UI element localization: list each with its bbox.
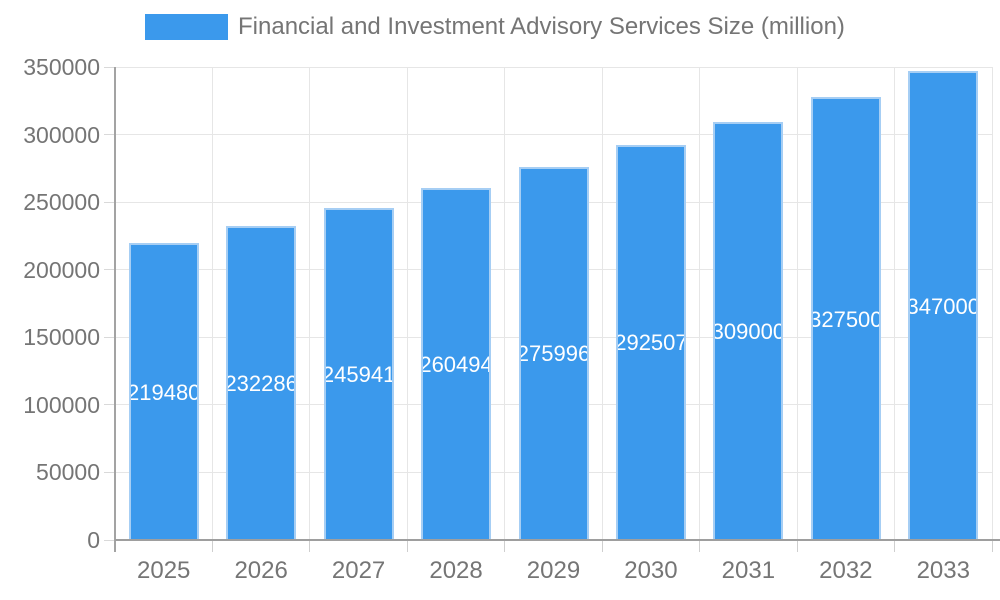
bar-value-label: 327500: [810, 306, 881, 332]
y-axis-label: 250000: [23, 189, 100, 216]
gridline-vertical: [309, 67, 311, 540]
bar[interactable]: 260494: [421, 187, 492, 540]
y-axis-tick: [104, 201, 115, 203]
legend[interactable]: Financial and Investment Advisory Servic…: [145, 13, 845, 41]
gridline-horizontal: [115, 134, 992, 136]
x-axis-tick: [504, 540, 506, 552]
x-axis-label: 2025: [137, 557, 191, 584]
y-axis-label: 300000: [23, 121, 100, 148]
bar-value-label: 260494: [421, 351, 492, 377]
x-axis-tick: [406, 540, 408, 552]
bar[interactable]: 232286: [226, 226, 297, 540]
bar-value-label: 245941: [323, 361, 394, 387]
x-axis-tick: [309, 540, 311, 552]
bar-value-label: 232286: [226, 371, 297, 397]
x-axis-tick: [601, 540, 603, 552]
y-axis-label: 100000: [23, 391, 100, 418]
y-axis-label: 50000: [36, 459, 100, 486]
gridline-vertical: [406, 67, 408, 540]
x-axis-tick: [991, 540, 993, 552]
bar[interactable]: 245941: [323, 207, 394, 540]
y-axis-tick: [104, 471, 115, 473]
x-axis-line: [115, 539, 1000, 541]
gridline-vertical: [504, 67, 506, 540]
x-axis-tick: [796, 540, 798, 552]
gridline-vertical: [601, 67, 603, 540]
x-axis-tick: [699, 540, 701, 552]
y-axis-label: 150000: [23, 324, 100, 351]
gridline-vertical: [211, 67, 213, 540]
bar-value-label: 292507: [615, 330, 686, 356]
bar[interactable]: 292507: [615, 144, 686, 540]
x-axis-label: 2027: [331, 557, 386, 584]
x-axis-tick: [894, 540, 896, 552]
legend-swatch[interactable]: [145, 14, 228, 40]
x-axis-label: 2026: [234, 557, 288, 584]
y-axis-tick: [104, 269, 115, 271]
gridline-vertical: [991, 67, 993, 540]
x-axis-label: 2030: [624, 557, 678, 584]
bar-value-label: 309000: [713, 319, 784, 345]
x-axis-label: 2032: [819, 557, 873, 584]
y-axis-label: 200000: [23, 256, 100, 283]
y-axis-tick: [104, 404, 115, 406]
x-axis-label: 2033: [916, 557, 970, 584]
x-axis-tick: [211, 540, 213, 552]
gridline-vertical: [894, 67, 896, 540]
y-axis-label: 0: [87, 527, 100, 553]
x-axis-label: 2028: [429, 557, 483, 584]
y-axis-tick: [104, 134, 115, 136]
y-axis-label: 350000: [23, 54, 100, 80]
bar[interactable]: 219480: [128, 243, 199, 540]
bar[interactable]: 327500: [810, 97, 881, 540]
x-axis-label: 2029: [526, 557, 581, 584]
y-axis-tick: [104, 66, 115, 68]
legend-label: Financial and Investment Advisory Servic…: [238, 13, 845, 40]
y-axis-tick: [104, 336, 115, 338]
gridline-horizontal: [115, 66, 992, 68]
bar-value-label: 275996: [518, 341, 589, 367]
gridline-vertical: [796, 67, 798, 540]
x-axis-label: 2031: [721, 557, 776, 584]
bar-value-label: 219480: [128, 379, 199, 405]
bar[interactable]: 309000: [713, 122, 784, 540]
bar[interactable]: 347000: [908, 71, 979, 540]
gridline-vertical: [699, 67, 701, 540]
y-axis-tick: [104, 539, 115, 541]
bar[interactable]: 275996: [518, 167, 589, 540]
bar-value-label: 347000: [908, 293, 979, 319]
y-axis-line: [114, 67, 116, 552]
